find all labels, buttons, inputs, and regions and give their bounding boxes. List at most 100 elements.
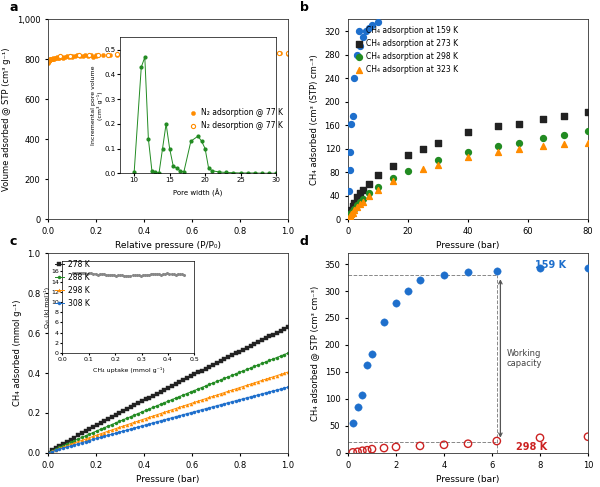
CH₄ adsorption at 159 K bbox=[361, 27, 371, 35]
N₂ desorption @ 77 K bbox=[275, 50, 282, 56]
N₂ desorption @ 77 K bbox=[190, 51, 197, 56]
298 K bbox=[251, 380, 258, 386]
CH₄ adsorption at 159 K bbox=[358, 33, 368, 41]
N₂ desorption @ 77 K bbox=[133, 51, 140, 57]
CH₄ adsorption at 159 K bbox=[344, 187, 354, 195]
CH₄ adsorption at 323 K bbox=[559, 140, 569, 148]
Point bbox=[358, 391, 367, 398]
CH₄ adsorption at 323 K bbox=[388, 177, 398, 185]
N₂ desorption @ 77 K bbox=[284, 50, 292, 56]
Line: 298 K: 298 K bbox=[46, 371, 290, 454]
Y-axis label: CH₄ adsorbed @ STP (cm³ cm⁻³): CH₄ adsorbed @ STP (cm³ cm⁻³) bbox=[310, 285, 319, 421]
CH₄ adsorption at 159 K bbox=[373, 19, 383, 26]
CH₄ adsorption at 159 K bbox=[352, 51, 362, 58]
Point bbox=[439, 271, 449, 279]
298 K bbox=[116, 425, 123, 431]
Legend: N₂ adsorption @ 77 K, N₂ desorption @ 77 K: N₂ adsorption @ 77 K, N₂ desorption @ 77… bbox=[188, 107, 284, 132]
CH₄ adsorption at 323 K bbox=[346, 210, 356, 218]
288 K bbox=[277, 353, 284, 359]
CH₄ adsorption at 323 K bbox=[583, 139, 593, 147]
Text: c: c bbox=[10, 235, 17, 248]
Text: 298 K: 298 K bbox=[516, 442, 547, 451]
N₂ desorption @ 77 K bbox=[161, 51, 168, 57]
CH₄ adsorption at 323 K bbox=[418, 165, 428, 173]
N₂ desorption @ 77 K bbox=[227, 51, 235, 56]
298 K bbox=[284, 369, 292, 375]
Text: b: b bbox=[300, 1, 309, 15]
N₂ adsorption @ 77 K bbox=[47, 56, 55, 62]
CH₄ adsorption at 323 K bbox=[348, 209, 358, 217]
CH₄ adsorption at 159 K bbox=[349, 75, 359, 82]
278 K bbox=[277, 328, 284, 334]
308 K bbox=[284, 384, 292, 390]
288 K bbox=[44, 450, 52, 456]
CH₄ adsorption at 298 K bbox=[583, 127, 593, 135]
278 K bbox=[101, 418, 108, 424]
278 K bbox=[146, 394, 153, 400]
CH₄ adsorption at 159 K bbox=[344, 167, 354, 174]
CH₄ adsorption at 323 K bbox=[514, 145, 524, 152]
Point bbox=[415, 442, 425, 450]
CH₄ adsorption at 323 K bbox=[355, 201, 365, 208]
N₂ desorption @ 77 K bbox=[142, 51, 149, 57]
N₂ desorption @ 77 K bbox=[85, 52, 92, 58]
308 K bbox=[116, 429, 123, 435]
CH₄ adsorption at 298 K bbox=[346, 209, 356, 217]
X-axis label: Pressure (bar): Pressure (bar) bbox=[436, 242, 500, 250]
CH₄ adsorption at 298 K bbox=[493, 142, 503, 150]
CH₄ adsorption at 159 K bbox=[346, 148, 355, 155]
N₂ desorption @ 77 K bbox=[56, 54, 64, 59]
CH₄ adsorption at 298 K bbox=[358, 195, 368, 203]
278 K bbox=[284, 324, 292, 330]
308 K bbox=[44, 450, 52, 456]
N₂ desorption @ 77 K bbox=[170, 51, 178, 56]
Point bbox=[379, 318, 389, 326]
CH₄ adsorption at 298 K bbox=[559, 131, 569, 139]
N₂ desorption @ 77 K bbox=[94, 52, 101, 57]
278 K bbox=[251, 341, 258, 347]
CH₄ adsorption at 298 K bbox=[388, 174, 398, 182]
Text: d: d bbox=[300, 235, 309, 248]
N₂ desorption @ 77 K bbox=[113, 52, 121, 57]
Line: 288 K: 288 K bbox=[46, 352, 290, 454]
N₂ desorption @ 77 K bbox=[199, 51, 206, 56]
CH₄ adsorption at 273 K bbox=[352, 193, 362, 201]
CH₄ adsorption at 323 K bbox=[433, 161, 443, 169]
308 K bbox=[101, 433, 108, 439]
CH₄ adsorption at 273 K bbox=[373, 171, 383, 179]
CH₄ adsorption at 298 K bbox=[344, 213, 354, 221]
Point bbox=[535, 264, 545, 272]
N₂ adsorption @ 77 K bbox=[44, 60, 52, 66]
Point bbox=[391, 299, 401, 307]
CH₄ adsorption at 273 K bbox=[559, 112, 569, 120]
N₂ adsorption @ 77 K bbox=[277, 50, 284, 56]
308 K bbox=[168, 415, 175, 421]
N₂ adsorption @ 77 K bbox=[67, 53, 74, 59]
Line: 308 K: 308 K bbox=[46, 386, 290, 454]
CH₄ adsorption at 298 K bbox=[514, 139, 524, 147]
Text: a: a bbox=[10, 1, 18, 15]
CH₄ adsorption at 273 K bbox=[364, 180, 374, 188]
CH₄ adsorption at 298 K bbox=[463, 148, 473, 155]
308 K bbox=[277, 386, 284, 392]
CH₄ adsorption at 273 K bbox=[388, 162, 398, 170]
Text: Working
capacity: Working capacity bbox=[506, 349, 542, 368]
298 K bbox=[168, 407, 175, 412]
Point bbox=[583, 433, 593, 441]
Point bbox=[439, 441, 449, 449]
CH₄ adsorption at 273 K bbox=[403, 150, 413, 158]
288 K bbox=[146, 406, 153, 412]
278 K bbox=[44, 450, 52, 456]
Point bbox=[353, 403, 362, 411]
X-axis label: Pressure (bar): Pressure (bar) bbox=[136, 475, 200, 484]
Legend: 278 K, 288 K, 298 K, 308 K: 278 K, 288 K, 298 K, 308 K bbox=[52, 257, 93, 311]
CH₄ adsorption at 273 K bbox=[493, 122, 503, 130]
Point bbox=[358, 447, 367, 455]
CH₄ adsorption at 298 K bbox=[346, 210, 355, 218]
Point bbox=[391, 443, 401, 451]
Line: 278 K: 278 K bbox=[46, 326, 290, 454]
Y-axis label: CH₄ adsorbed (mmol g⁻¹): CH₄ adsorbed (mmol g⁻¹) bbox=[13, 300, 22, 406]
Point bbox=[463, 440, 473, 448]
CH₄ adsorption at 159 K bbox=[355, 42, 365, 50]
X-axis label: Pressure (bar): Pressure (bar) bbox=[436, 475, 500, 484]
